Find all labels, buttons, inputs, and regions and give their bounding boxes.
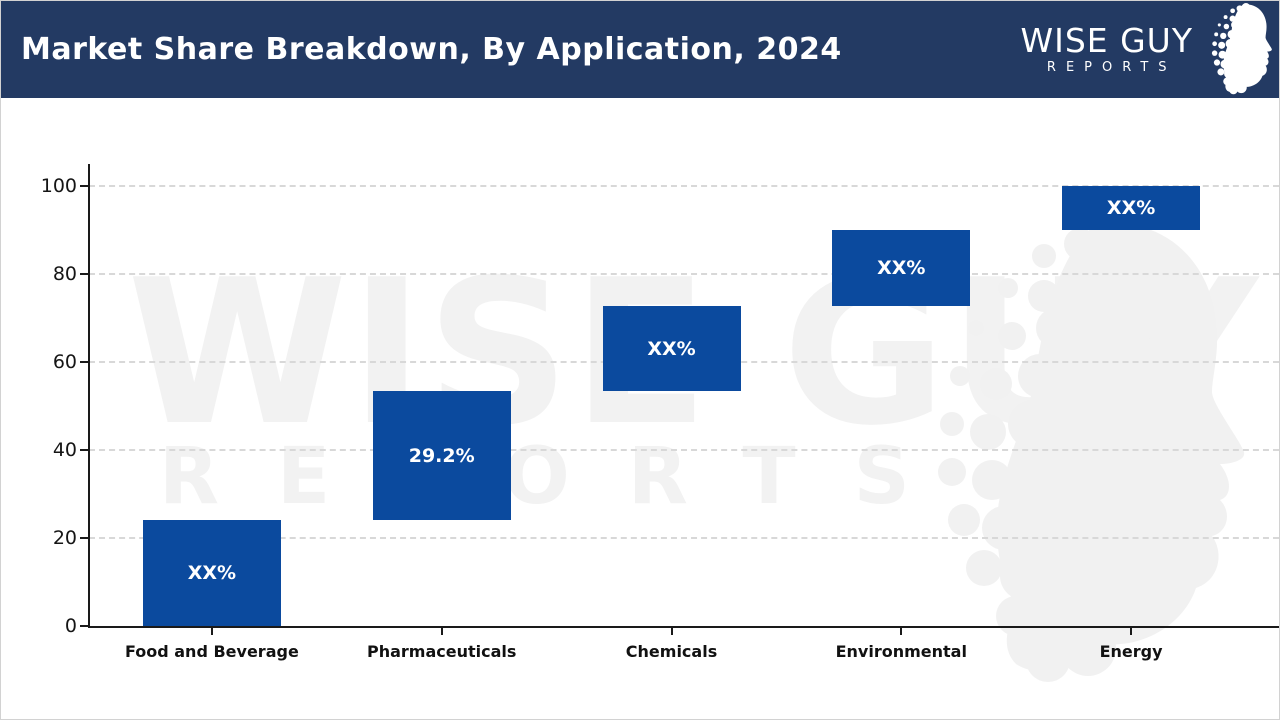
gridline-100 — [89, 185, 1279, 187]
x-axis-label: Environmental — [835, 642, 967, 661]
bar-value-label: XX% — [1106, 197, 1156, 219]
wise-guy-logo: WISE GUY REPORTS — [1020, 2, 1275, 97]
bar-value-label: 29.2% — [408, 444, 475, 467]
gridline-80 — [89, 273, 1279, 275]
gridline-40 — [89, 449, 1279, 451]
x-tick — [670, 628, 673, 635]
logo-text: WISE GUY REPORTS — [1020, 24, 1193, 75]
y-tick-label: 40 — [52, 439, 77, 461]
y-axis-line — [88, 164, 90, 628]
y-tick-label: 0 — [64, 615, 77, 637]
y-tick — [80, 449, 88, 451]
bar-energy: XX% — [1062, 186, 1201, 230]
y-tick-label: 60 — [52, 351, 77, 373]
y-tick-label: 80 — [52, 263, 77, 285]
y-tick — [80, 185, 88, 187]
x-axis-label: Food and Beverage — [124, 642, 299, 661]
bar-chemicals: XX% — [602, 306, 741, 392]
y-tick — [80, 361, 88, 363]
header-banner: Market Share Breakdown, By Application, … — [1, 1, 1279, 98]
y-tick — [80, 625, 88, 627]
y-tick — [80, 273, 88, 275]
bar-value-label: XX% — [647, 337, 696, 360]
x-tick — [1130, 628, 1133, 635]
x-axis-label: Energy — [1099, 642, 1163, 661]
y-tick-label: 20 — [52, 527, 77, 549]
waterfall-chart: WISE GUY REPORTS 0 20 40 60 80 100 XX% Food and… — [1, 98, 1279, 719]
bar-environmental: XX% — [832, 230, 971, 307]
x-tick — [440, 628, 443, 635]
x-axis-label: Chemicals — [625, 642, 718, 661]
bar-value-label: XX% — [877, 257, 926, 280]
bar-pharmaceuticals: 29.2% — [372, 391, 511, 520]
logo-head-icon — [1211, 2, 1272, 94]
bar-food-and-beverage: XX% — [142, 519, 281, 626]
x-axis-line — [88, 626, 1279, 628]
gridline-20 — [89, 537, 1279, 539]
logo-subtitle: REPORTS — [1046, 59, 1177, 75]
logo-wordmark: WISE GUY — [1020, 21, 1193, 61]
watermark-subtitle: REPORTS — [159, 432, 968, 522]
y-tick-label: 100 — [40, 175, 77, 197]
x-axis-label: Pharmaceuticals — [366, 642, 517, 661]
page-title: Market Share Breakdown, By Application, … — [21, 32, 842, 67]
x-tick — [210, 628, 213, 635]
x-tick — [900, 628, 903, 635]
bar-value-label: XX% — [187, 561, 237, 584]
y-tick — [80, 537, 88, 539]
